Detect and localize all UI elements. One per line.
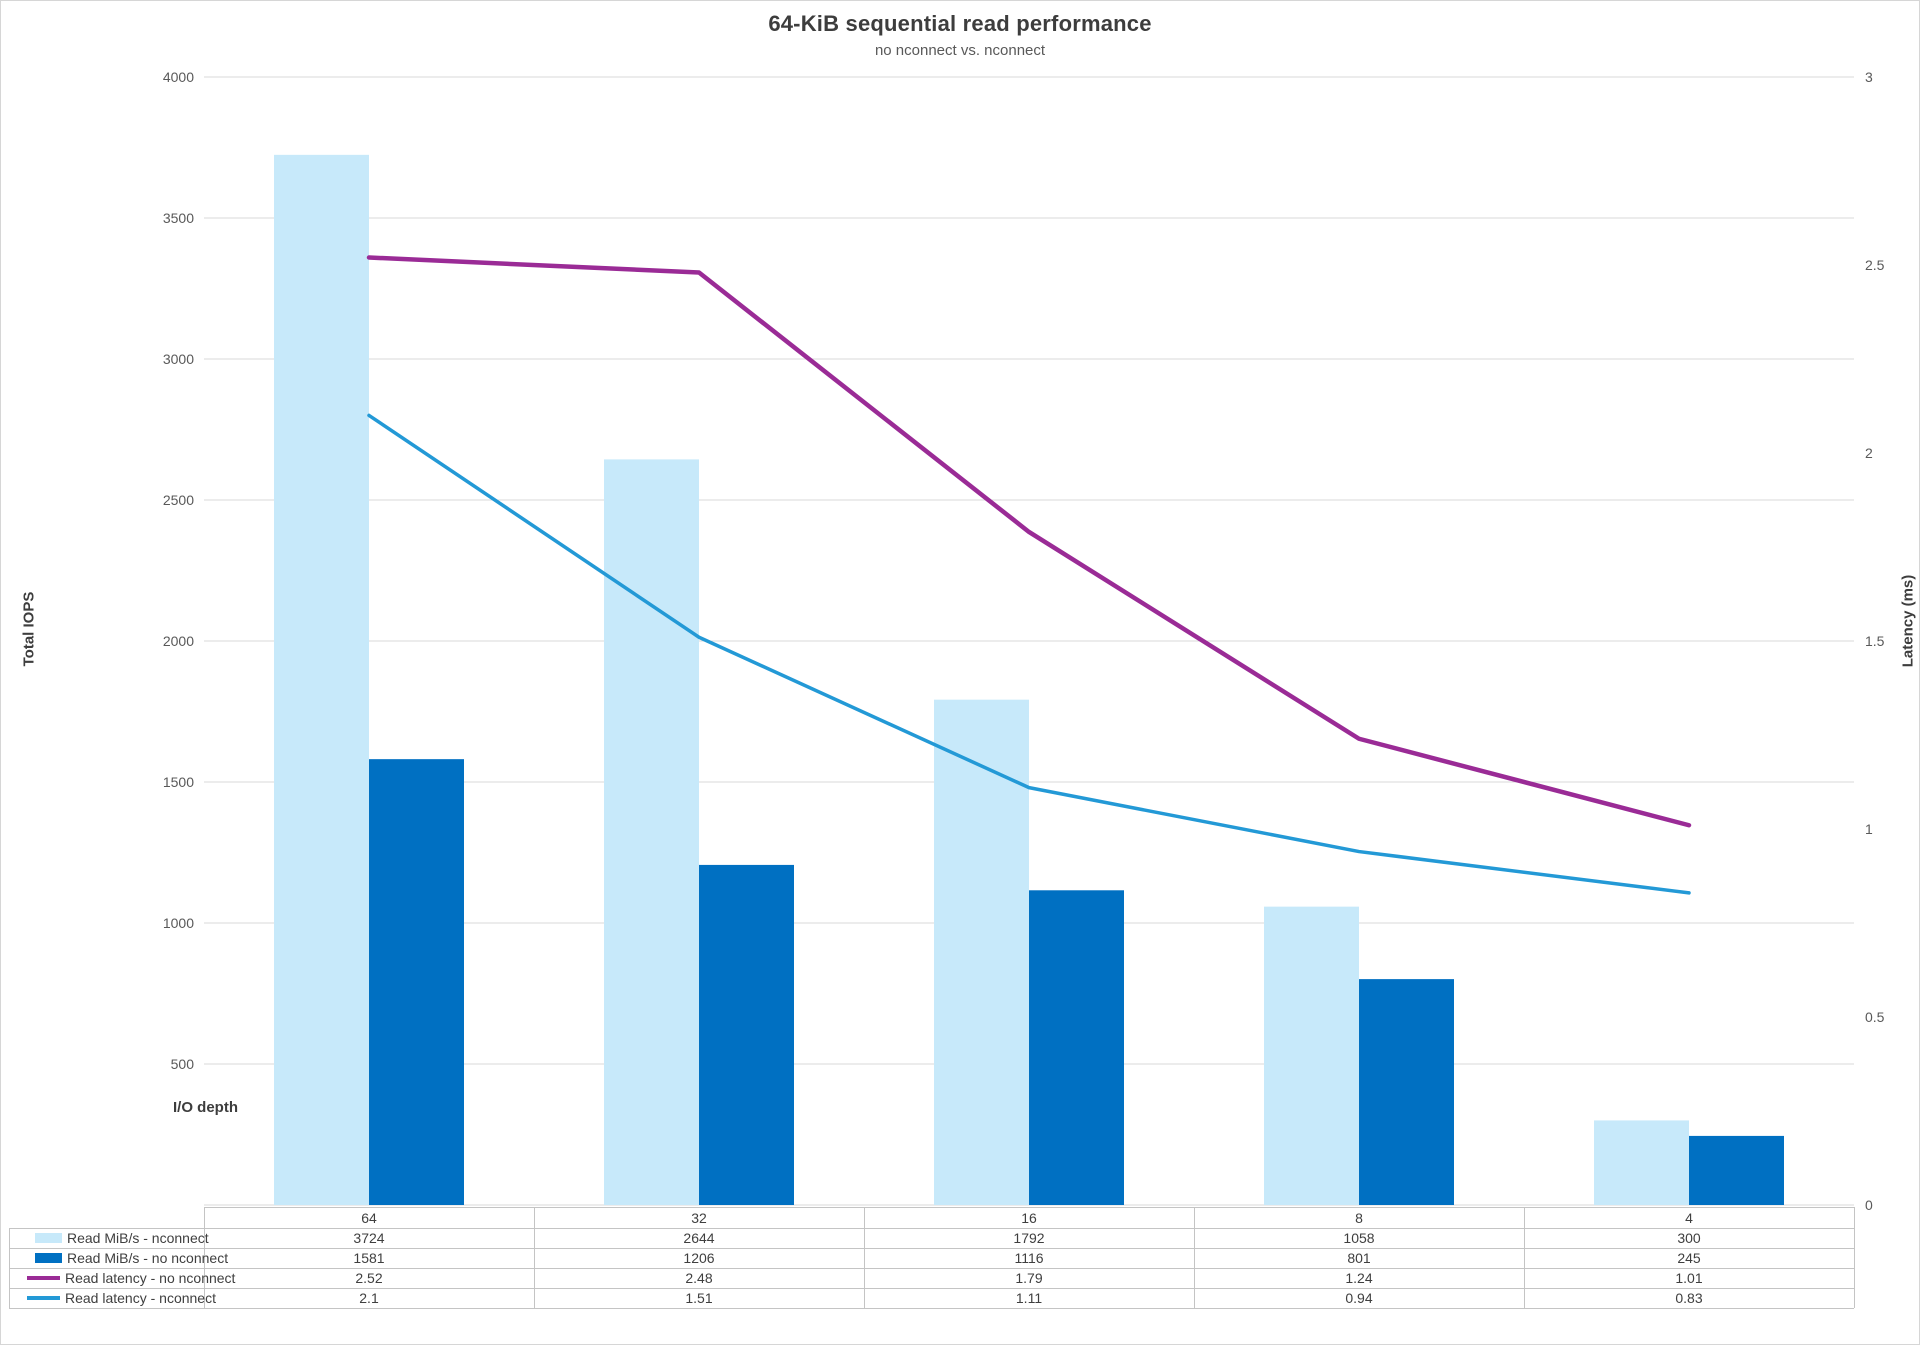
table-border	[204, 1207, 205, 1308]
table-value-cell: 1058	[1343, 1230, 1375, 1246]
legend-label: Read latency - no nconnect	[65, 1270, 236, 1286]
table-border	[1194, 1207, 1195, 1308]
legend-cell-read-mib-s-nconnect: Read MiB/s - nconnect	[9, 1228, 209, 1248]
table-border	[9, 1288, 1854, 1289]
table-border	[9, 1308, 1854, 1309]
left-axis-tick-label: 3000	[162, 351, 194, 367]
bar-read-mib-s-no-nconnect	[1689, 1135, 1784, 1205]
chart-subtitle: no nconnect vs. nconnect	[874, 42, 1046, 59]
table-border	[864, 1207, 865, 1308]
bar-read-mib-s-nconnect	[1264, 906, 1359, 1205]
table-value-cell: 1206	[683, 1250, 715, 1266]
table-border	[1854, 1207, 1855, 1308]
table-border	[534, 1207, 535, 1308]
line-read-latency-nconnect	[367, 413, 1691, 895]
table-value-cell: 1.79	[1015, 1270, 1043, 1286]
table-header-cell: 8	[1355, 1209, 1363, 1226]
table-border	[204, 1207, 1854, 1208]
table-value-cell: 0.94	[1345, 1290, 1373, 1306]
right-axis-tick-label: 2.5	[1865, 257, 1885, 273]
table-value-cell: 3724	[353, 1230, 385, 1246]
table-value-cell: 0.83	[1675, 1290, 1703, 1306]
table-value-cell: 1.11	[1015, 1290, 1043, 1306]
right-axis-tick-label: 1.5	[1865, 633, 1885, 649]
legend-swatch-read-mib-s-no-nconnect	[35, 1253, 62, 1263]
table-border	[9, 1228, 1854, 1229]
bar-read-mib-s-nconnect	[1594, 1120, 1689, 1205]
table-value-cell: 2.48	[685, 1270, 713, 1286]
left-axis-tick-label: 4000	[162, 69, 194, 85]
line-read-latency-no-nconnect	[366, 255, 1692, 828]
bar-read-mib-s-nconnect	[274, 154, 369, 1205]
legend-cell-read-mib-s-no-nconnect: Read MiB/s - no nconnect	[9, 1248, 228, 1268]
table-border	[9, 1228, 10, 1308]
legend-swatch-read-latency-no-nconnect	[27, 1276, 60, 1280]
table-value-cell: 801	[1347, 1250, 1371, 1266]
right-axis-tick-label: 3	[1865, 69, 1873, 85]
table-value-cell: 2644	[683, 1230, 715, 1246]
table-value-cell: 1.24	[1345, 1270, 1373, 1286]
left-axis-tick-label: 2500	[162, 492, 194, 508]
left-axis-tick-label: 1000	[162, 915, 194, 931]
legend-swatch-read-latency-nconnect	[27, 1296, 60, 1300]
table-border	[9, 1268, 1854, 1269]
table-header-cell: 64	[361, 1209, 377, 1226]
left-axis-tick-label: 2000	[162, 633, 194, 649]
bar-read-mib-s-no-nconnect	[1029, 890, 1124, 1205]
bar-read-mib-s-nconnect	[604, 459, 699, 1206]
chart-title: 64-KiB sequential read performance	[768, 11, 1152, 36]
legend-cell-read-latency-nconnect: Read latency - nconnect	[9, 1288, 216, 1308]
bar-read-mib-s-no-nconnect	[699, 864, 794, 1205]
bar-read-mib-s-nconnect	[934, 699, 1029, 1205]
left-axis-tick-label: 1500	[162, 774, 194, 790]
right-axis-tick-label: 0	[1865, 1197, 1873, 1213]
table-value-cell: 1792	[1013, 1230, 1045, 1246]
table-value-cell: 1.51	[685, 1290, 713, 1306]
table-header-cell: 32	[691, 1209, 707, 1226]
table-value-cell: 2.1	[359, 1290, 379, 1306]
left-axis-tick-label: 500	[170, 1056, 194, 1072]
legend-swatch-read-mib-s-nconnect	[35, 1233, 62, 1243]
table-border	[1524, 1207, 1525, 1308]
legend-label: Read latency - nconnect	[65, 1290, 216, 1306]
bar-read-mib-s-no-nconnect	[369, 759, 464, 1205]
left-axis-tick-label: 3500	[162, 210, 194, 226]
table-header-cell: 16	[1021, 1209, 1037, 1226]
legend-label: Read MiB/s - no nconnect	[67, 1250, 229, 1266]
right-axis-tick-label: 2	[1865, 445, 1873, 461]
legend-label: Read MiB/s - nconnect	[67, 1230, 209, 1246]
table-value-cell: 1581	[353, 1250, 385, 1266]
table-border	[9, 1248, 1854, 1249]
table-value-cell: 1.01	[1675, 1270, 1703, 1286]
table-value-cell: 2.52	[355, 1270, 383, 1286]
x-axis-title: I/O depth	[173, 1099, 238, 1116]
right-axis-tick-label: 1	[1865, 821, 1873, 837]
table-value-cell: 300	[1677, 1230, 1701, 1246]
bar-read-mib-s-no-nconnect	[1359, 979, 1454, 1205]
table-header-cell: 4	[1685, 1209, 1693, 1226]
right-axis-tick-label: 0.5	[1865, 1009, 1885, 1025]
legend-cell-read-latency-no-nconnect: Read latency - no nconnect	[9, 1268, 235, 1288]
table-value-cell: 245	[1677, 1250, 1701, 1266]
table-value-cell: 1116	[1014, 1250, 1044, 1266]
